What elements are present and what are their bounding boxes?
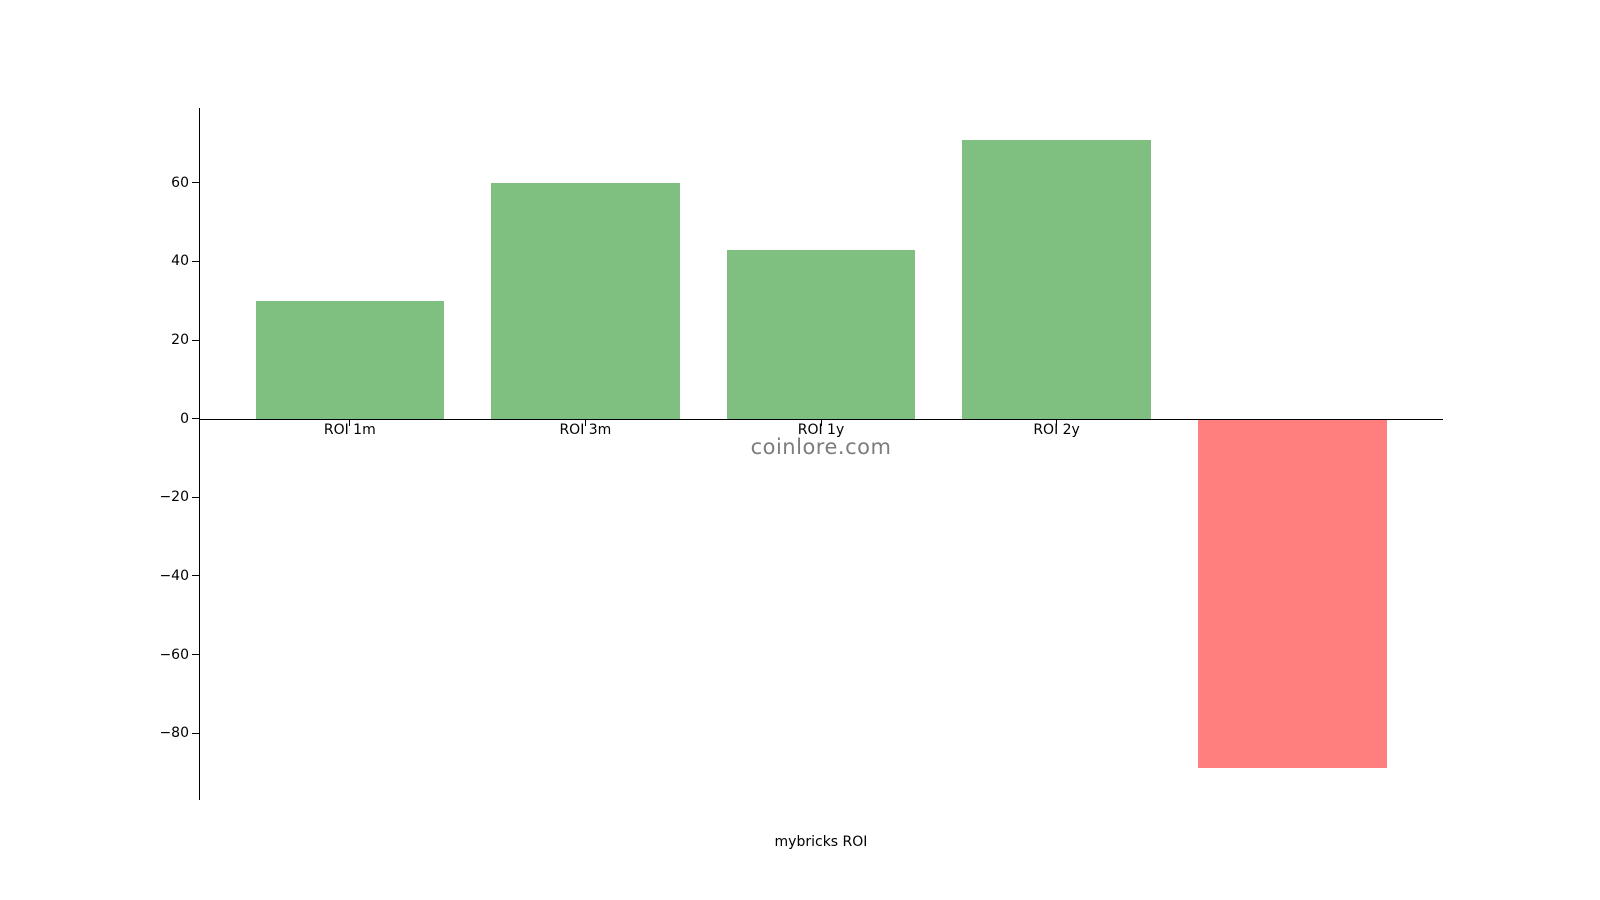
x-tick [1056,418,1058,426]
y-tick [192,339,199,341]
x-tick-label: ROI 2y [1033,421,1080,438]
y-tick-label: −60 [159,646,189,663]
bar-roi-3m [491,182,680,419]
x-tick [584,418,586,426]
y-tick [192,654,199,655]
x-tick-label: ROI 1m [323,421,376,438]
y-tick-label: −80 [159,725,189,742]
y-tick [192,575,199,577]
y-tick-label: 0 [180,410,189,427]
y-tick-label: −40 [159,567,189,584]
plot-area: coinlore.com 60 40 20 0 −20 −40 −60 −80 ROI 1m RO… [159,108,1443,800]
y-tick-label: 20 [171,332,189,348]
y-tick [192,732,199,734]
y-tick [192,496,199,498]
bar-roi-1m [255,300,444,419]
x-tick [820,418,822,426]
bar-roi-2y [962,139,1151,419]
y-tick [192,418,199,420]
x-tick-label: ROI 1y [797,421,845,438]
y-tick-label: 40 [171,253,189,270]
watermark: coinlore.com [750,435,892,459]
bar-unlabeled-5 [1198,419,1387,769]
y-tick [192,182,199,184]
bar-roi-1y [726,249,916,419]
y-tick-label: −20 [159,489,189,506]
y-tick [192,260,199,262]
y-tick-label: 60 [171,174,189,191]
x-tick-label: ROI 3m [559,421,612,438]
y-axis-line [199,108,200,800]
x-tick [349,418,351,426]
x-axis-title: mybricks ROI [774,834,868,850]
x-axis-line [199,418,1443,420]
